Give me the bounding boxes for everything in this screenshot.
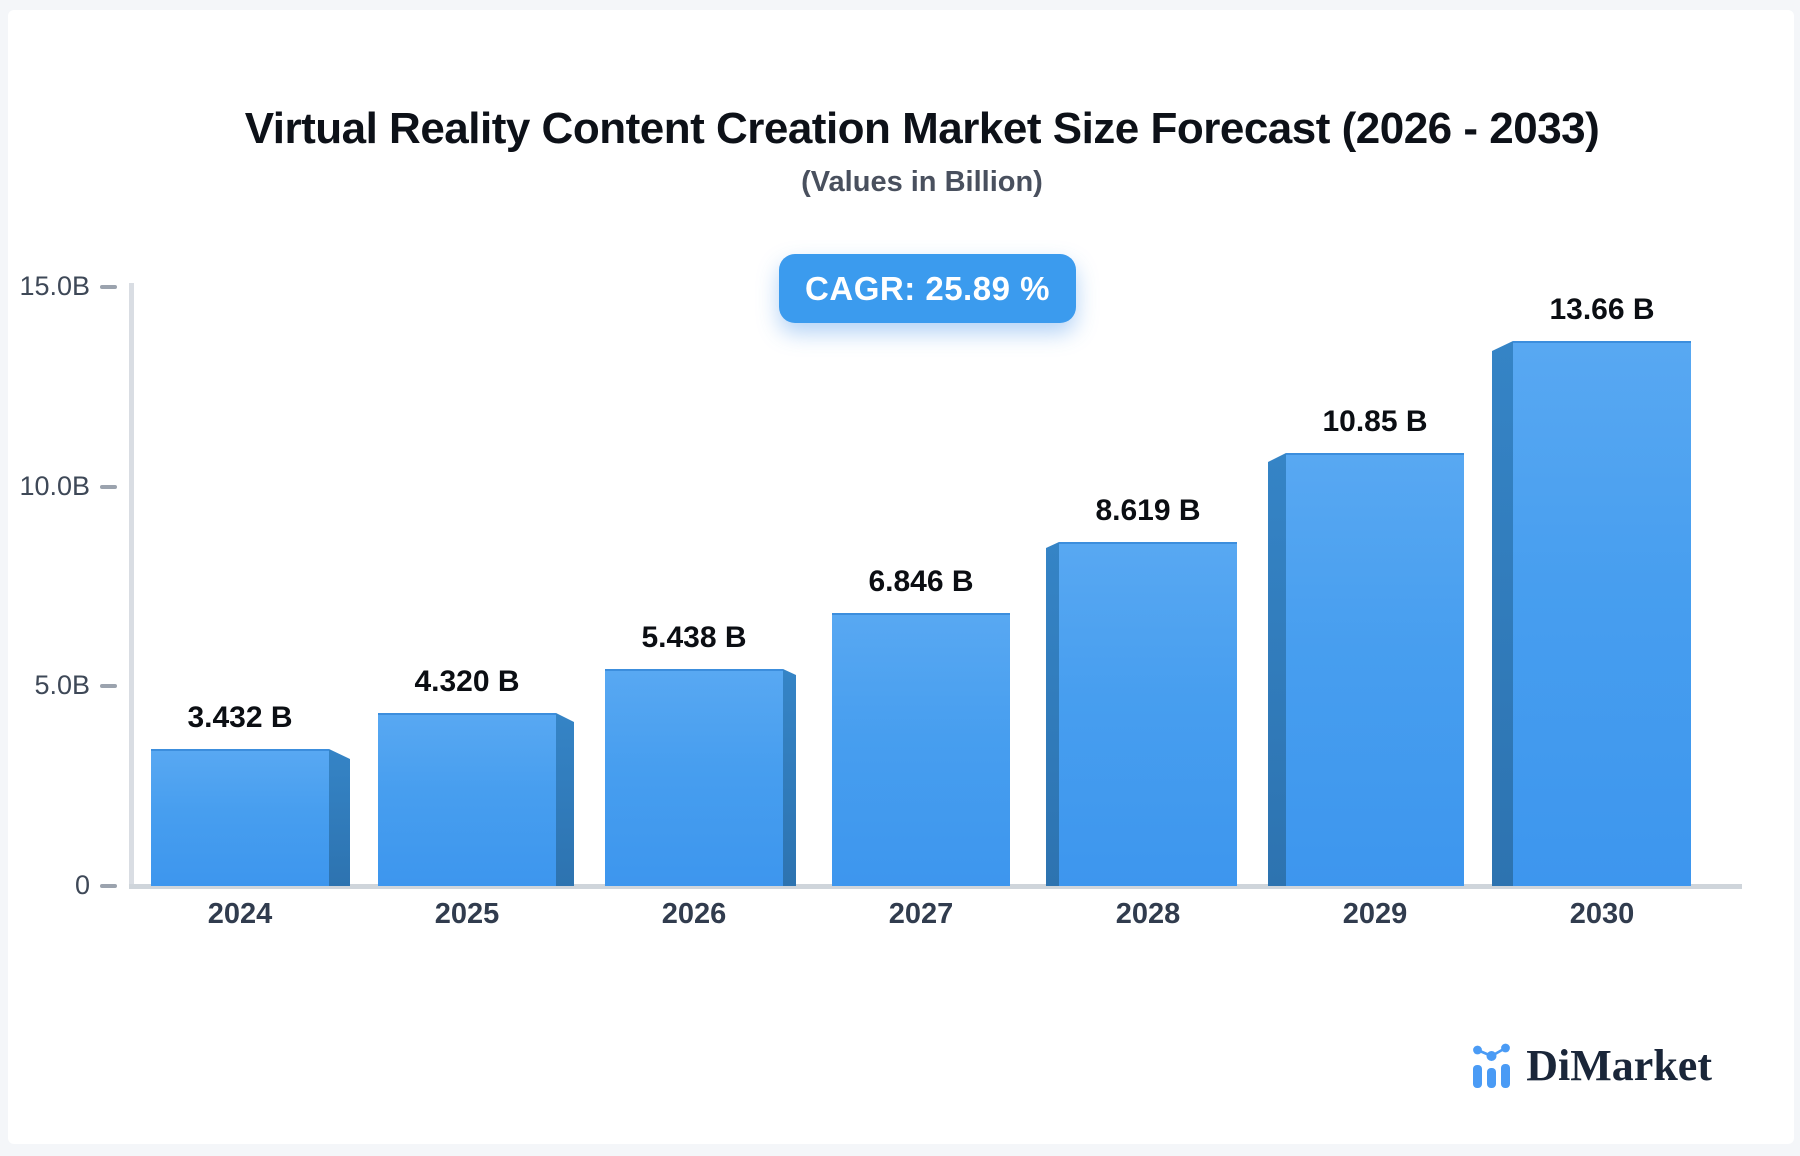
bar-face[interactable] (605, 669, 783, 886)
bar-2030[interactable] (1492, 341, 1691, 886)
chart-subtitle: (Values in Billion) (801, 166, 1043, 198)
bar-value-label: 4.320 B (414, 665, 520, 698)
bar-side-panel (1046, 542, 1059, 886)
x-axis-label: 2028 (1115, 898, 1181, 930)
bar-2024[interactable] (151, 749, 350, 886)
bar-value-label: 6.846 B (868, 565, 974, 598)
bar-value-label: 8.619 B (1095, 494, 1201, 527)
bar-side-panel (556, 713, 574, 886)
bar-2027[interactable] (832, 613, 1010, 886)
x-axis-label: 2024 (207, 898, 273, 930)
bar-2026[interactable] (605, 669, 796, 886)
bar-face[interactable] (1513, 341, 1691, 886)
bar-2028[interactable] (1046, 542, 1237, 886)
bar-value-label: 5.438 B (641, 621, 747, 654)
brand-logo: DiMarket (1471, 1040, 1712, 1088)
y-axis-tick-label: 0 (74, 870, 90, 900)
brand-name: DiMarket (1526, 1041, 1712, 1090)
bar-side-panel (783, 669, 796, 886)
bar-2029[interactable] (1268, 453, 1464, 886)
cagr-badge: CAGR: 25.89 % (779, 254, 1076, 323)
y-axis-line (129, 283, 134, 886)
y-axis-tick-label: 10.0B (19, 470, 90, 501)
bar-side-panel (1492, 341, 1513, 886)
bar-side-panel (329, 749, 350, 886)
x-axis-label: 2027 (888, 898, 954, 930)
y-axis-tick-label: 15.0B (19, 271, 90, 301)
bar-face[interactable] (1286, 453, 1464, 886)
y-axis-tick-mark (100, 884, 117, 888)
bar-face[interactable] (1059, 542, 1237, 886)
y-axis-tick-mark (100, 285, 117, 289)
y-axis-tick-label: 5.0B (34, 670, 90, 701)
y-axis-tick-mark (100, 684, 117, 689)
bar-value-label: 3.432 B (187, 701, 293, 734)
bar-face[interactable] (832, 613, 1010, 886)
bar-value-label: 10.85 B (1322, 405, 1428, 438)
x-axis-label: 2026 (661, 898, 727, 930)
y-axis-tick-mark (100, 484, 117, 489)
bar-line-chart-icon (1473, 1043, 1511, 1088)
bar-2025[interactable] (378, 713, 574, 886)
x-axis-label: 2025 (434, 898, 500, 930)
bar-side-panel (1268, 453, 1286, 886)
bar-face[interactable] (378, 713, 556, 886)
bar-face[interactable] (151, 749, 329, 886)
chart-title: Virtual Reality Content Creation Market … (244, 104, 1600, 153)
x-axis-label: 2030 (1569, 898, 1635, 930)
bar-value-label: 13.66 B (1549, 293, 1655, 326)
x-axis-baseline (129, 884, 1742, 889)
x-axis-label: 2029 (1342, 898, 1408, 930)
